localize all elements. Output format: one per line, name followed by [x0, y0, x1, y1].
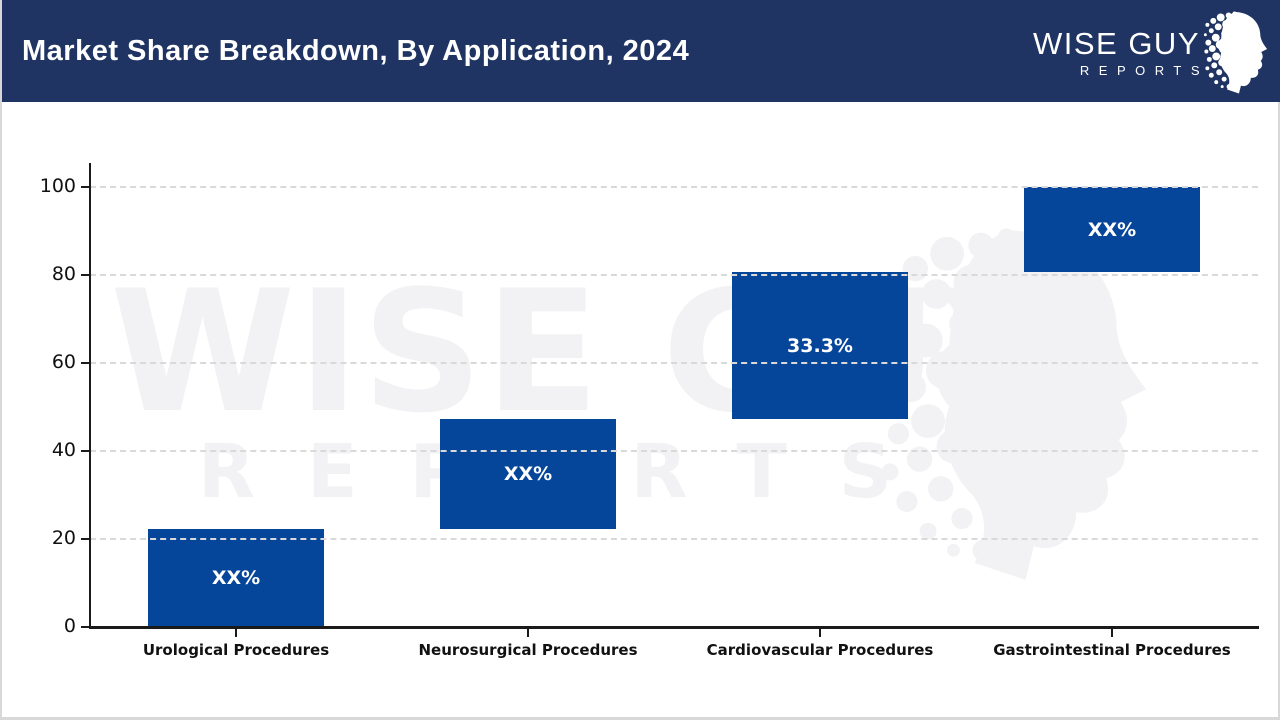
- gridline-100: [90, 186, 1258, 188]
- y-axis-tick: [81, 450, 90, 452]
- x-axis-tick: [527, 629, 529, 637]
- face-profile-dots-icon: [1203, 11, 1268, 94]
- logo-wordmark: WISE GUY REPORTS: [1032, 25, 1200, 78]
- bar-value-label: 33.3%: [787, 334, 853, 357]
- brand-logo: WISE GUY REPORTS: [1033, 8, 1272, 96]
- x-axis-line: [89, 626, 1259, 629]
- y-axis-tick-label: 20: [51, 527, 76, 549]
- y-axis-tick: [81, 538, 90, 540]
- bar-gastrointestinal-procedures: XX%: [1024, 187, 1200, 273]
- bar-urological-procedures: XX%: [148, 528, 324, 627]
- y-axis-tick: [81, 362, 90, 364]
- bar-value-label: XX%: [503, 462, 553, 485]
- x-axis-category-label: Gastrointestinal Procedures: [993, 641, 1231, 659]
- logo-subtext: REPORTS: [1079, 62, 1209, 78]
- gridline-60: [90, 362, 1258, 364]
- y-axis-tick-label: 80: [51, 263, 76, 285]
- gridline-20: [90, 538, 1258, 540]
- y-axis-line: [89, 163, 91, 628]
- bar-neurosurgical-procedures: XX%: [440, 418, 616, 529]
- header-bar: Market Share Breakdown, By Application, …: [2, 0, 1280, 102]
- y-axis-tick-label: 100: [39, 175, 76, 197]
- x-axis-category-label: Urological Procedures: [142, 641, 330, 659]
- y-axis-tick: [81, 626, 90, 628]
- x-axis-tick: [1111, 629, 1113, 637]
- logo-name: WISE GUY: [1032, 25, 1200, 61]
- x-axis-tick: [819, 629, 821, 637]
- x-axis-category-label: Cardiovascular Procedures: [706, 641, 934, 659]
- chart-title: Market Share Breakdown, By Application, …: [22, 34, 690, 67]
- x-axis-category-label: Neurosurgical Procedures: [418, 641, 638, 659]
- y-axis-tick-label: 0: [63, 615, 76, 637]
- bar-value-label: XX%: [211, 566, 261, 589]
- gridline-80: [90, 274, 1258, 276]
- x-axis-tick: [235, 629, 237, 637]
- y-axis-tick: [81, 274, 90, 276]
- bar-value-label: XX%: [1087, 218, 1137, 241]
- bar-cardiovascular-procedures: 33.3%: [732, 272, 908, 419]
- y-axis-tick-label: 60: [51, 351, 76, 373]
- y-axis-tick-label: 40: [51, 439, 76, 461]
- gridline-40: [90, 450, 1258, 452]
- y-axis-tick: [81, 186, 90, 188]
